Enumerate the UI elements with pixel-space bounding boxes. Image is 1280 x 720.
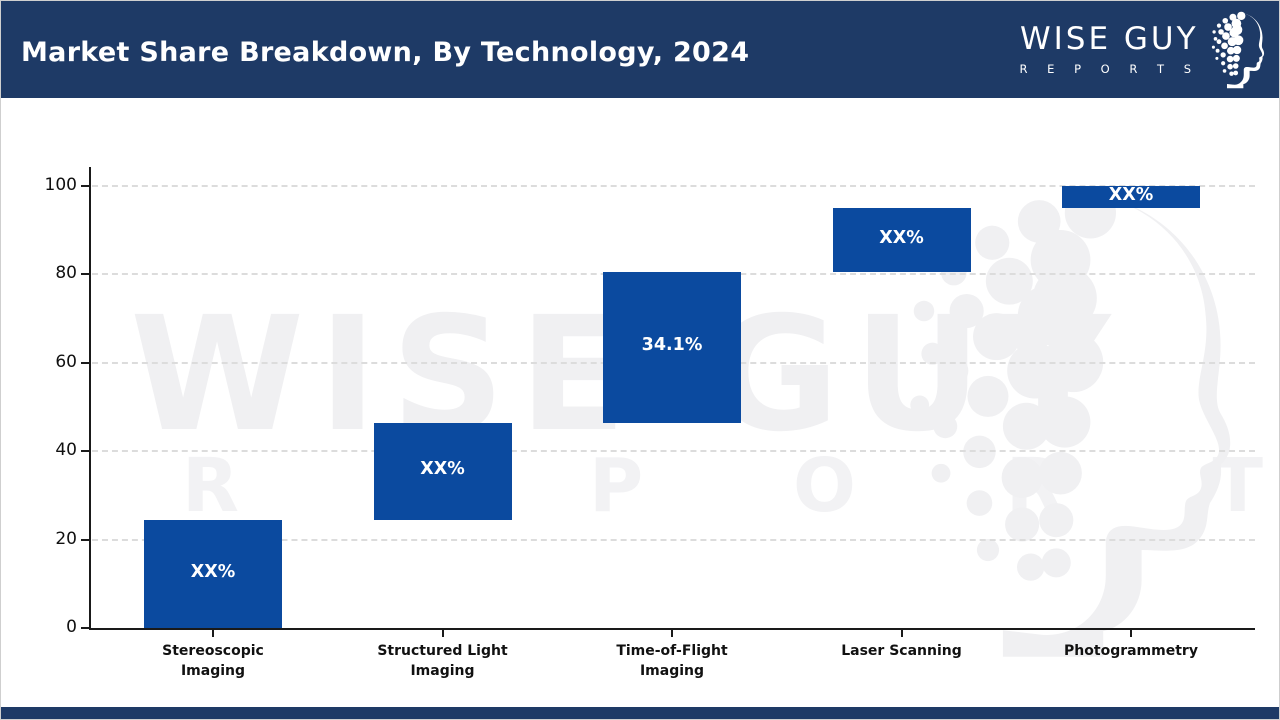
x-tick xyxy=(671,630,673,637)
y-tick-label: 60 xyxy=(55,351,77,372)
bar-2 xyxy=(373,422,512,520)
y-gridline xyxy=(92,450,1255,452)
x-axis-line xyxy=(89,628,1255,630)
y-gridline xyxy=(92,184,1255,187)
y-tick xyxy=(81,538,89,541)
bar-value-label: 34.1% xyxy=(641,335,703,356)
footer-bar xyxy=(1,707,1279,719)
bar-value-label: XX% xyxy=(190,561,236,582)
logo: WISE GUY R E P O R T S xyxy=(1020,7,1267,93)
x-tick xyxy=(212,630,214,637)
page-title: Market Share Breakdown, By Technology, 2… xyxy=(21,37,750,68)
logo-subtitle: R E P O R T S xyxy=(1019,62,1199,76)
x-tick xyxy=(441,630,444,637)
bar-4 xyxy=(832,208,971,272)
logo-text: WISE GUY R E P O R T S xyxy=(1020,21,1200,76)
category-label: Stereoscopic Imaging xyxy=(162,643,264,680)
category-label: Structured Light Imaging xyxy=(377,643,508,680)
bar-value-label: XX% xyxy=(1108,184,1154,205)
y-tick xyxy=(81,184,89,187)
category-label: Photogrammetry xyxy=(1064,643,1198,659)
x-tick xyxy=(900,630,903,637)
y-gridline xyxy=(92,538,1255,541)
logo-wordmark: WISE GUY xyxy=(1019,21,1199,57)
watermark-subtitle: R E P O R T S xyxy=(182,443,1279,529)
y-tick xyxy=(81,273,89,275)
y-tick-label: 0 xyxy=(66,617,77,637)
chart-area: WISE GUY R E P O R T S 020406080100XX%St… xyxy=(2,98,1279,709)
y-axis-line xyxy=(89,167,91,630)
y-tick-label: 20 xyxy=(55,528,77,549)
y-tick xyxy=(81,627,89,629)
x-tick xyxy=(1130,630,1132,637)
y-tick-label: 80 xyxy=(55,263,77,283)
bar-value-label: XX% xyxy=(420,459,465,480)
header: Market Share Breakdown, By Technology, 2… xyxy=(1,1,1279,98)
y-tick-label: 40 xyxy=(55,440,77,460)
bar-value-label: XX% xyxy=(879,227,924,248)
category-label: Laser Scanning xyxy=(841,643,962,659)
bar-3 xyxy=(603,271,741,423)
y-tick-label: 100 xyxy=(44,174,77,195)
bar-1 xyxy=(144,519,282,628)
category-label: Time-of-Flight Imaging xyxy=(616,643,728,680)
bar-5 xyxy=(1062,185,1200,209)
y-tick xyxy=(81,361,89,364)
y-tick xyxy=(81,450,89,452)
